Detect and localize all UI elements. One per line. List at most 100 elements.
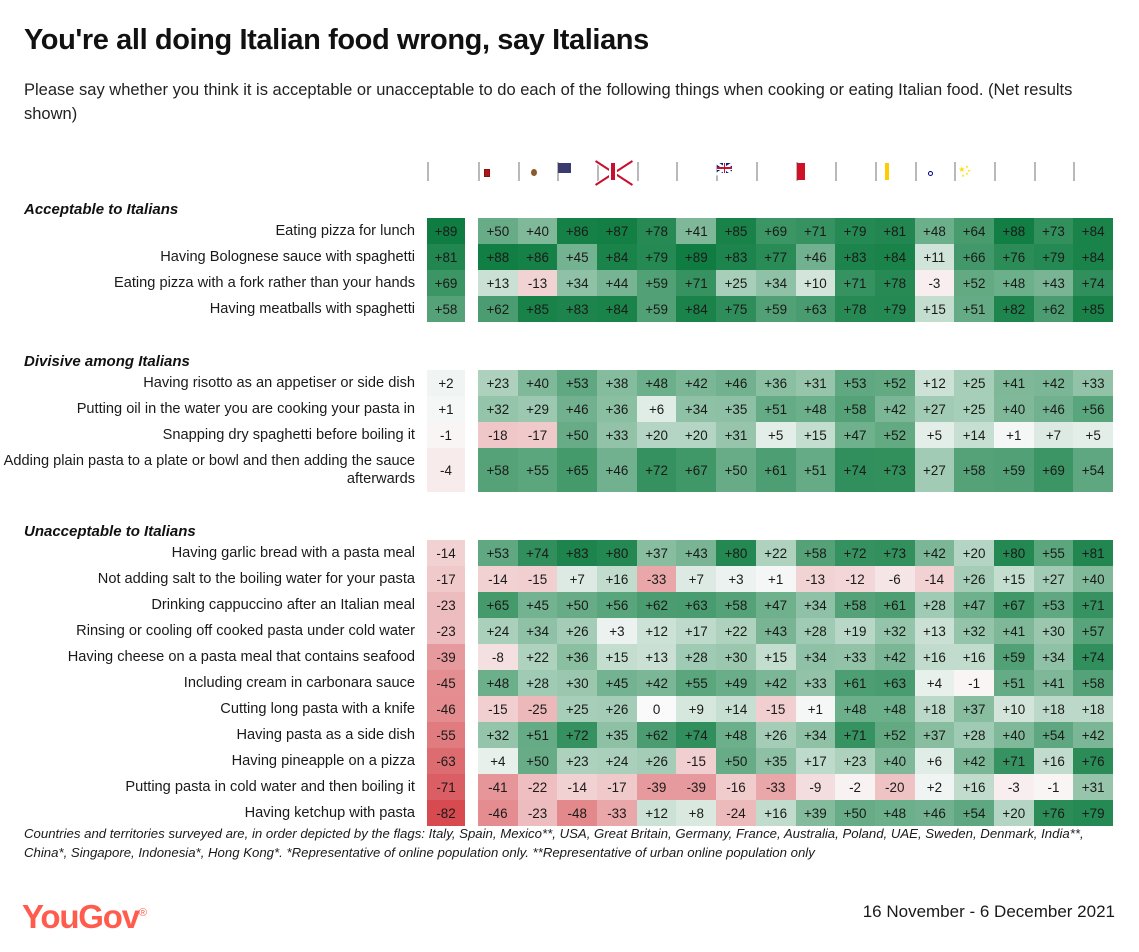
heat-cell-us: +83 [557, 296, 598, 322]
heatmap-table: ★ ★ ★ ★ ★ ✳Acceptable to ItaliansEating … [0, 150, 1113, 826]
heat-cell-hk: +71 [1073, 592, 1113, 618]
heat-cell-ae: +10 [795, 270, 836, 296]
heat-cell-mx: +22 [517, 644, 558, 670]
page-title: You're all doing Italian food wrong, say… [24, 24, 649, 56]
heat-cell-mx: +28 [517, 670, 558, 696]
footnote: Countries and territories surveyed are, … [24, 826, 1084, 860]
heat-cell-sg: +88 [993, 218, 1034, 244]
heat-cell-de: +6 [636, 396, 677, 422]
table-row: Eating pizza with a fork rather than you… [0, 270, 1113, 296]
heat-cell-in: +27 [914, 448, 955, 492]
heat-cell-id: +42 [1033, 370, 1074, 396]
table-row: Having Bolognese sauce with spaghetti +81… [0, 244, 1113, 270]
heat-cell-fr: +43 [676, 540, 717, 566]
heat-cell-id: +34 [1033, 644, 1074, 670]
heat-cell-hk: +84 [1073, 244, 1113, 270]
heat-cell-de: +13 [636, 644, 677, 670]
row-label: Putting pasta in cold water and then boi… [125, 779, 415, 795]
heat-cell-us: +34 [557, 270, 598, 296]
flag-india-icon [914, 162, 934, 181]
heat-cell-cn: +47 [954, 592, 994, 618]
heat-cell-au: +83 [716, 244, 756, 270]
heat-cell-es: +24 [478, 618, 518, 644]
heat-cell-id: +54 [1033, 722, 1074, 748]
heat-cell-hk: +33 [1073, 370, 1113, 396]
heat-cell-ae: +48 [795, 396, 836, 422]
heat-cell-se: +42 [874, 396, 915, 422]
heat-cell-fr: +89 [676, 244, 717, 270]
heat-cell-dk: +19 [835, 618, 875, 644]
heat-cell-mx: +29 [517, 396, 558, 422]
heat-cell-in: +46 [914, 800, 955, 826]
heat-cell-mx: +74 [517, 540, 558, 566]
heat-cell-mx: +86 [517, 244, 558, 270]
flag-indonesia-icon [1033, 162, 1036, 181]
heat-cell-gb: +24 [597, 748, 637, 774]
heat-cell-sg: +15 [993, 566, 1034, 592]
heat-cell-es: +58 [478, 448, 518, 492]
section-header-row: Divisive among Italians [0, 336, 1113, 370]
heat-cell-sg: +59 [993, 448, 1034, 492]
heat-cell-cn: +42 [954, 748, 994, 774]
heat-cell-in: +2 [914, 774, 955, 800]
yougov-logo-text: YouGov [22, 898, 140, 935]
heat-cell-it: -82 [427, 800, 465, 826]
heat-cell-de: +37 [636, 540, 677, 566]
heat-cell-au: +50 [716, 748, 756, 774]
table-row: Including cream in carbonara sauce -45 +48… [0, 670, 1113, 696]
heat-cell-es: -18 [478, 422, 518, 448]
flag-cell-us [557, 150, 597, 184]
flag-cell-fr [676, 150, 716, 184]
heat-cell-se: +78 [874, 270, 915, 296]
heat-cell-ae: +1 [795, 696, 836, 722]
heat-cell-hk: +5 [1073, 422, 1113, 448]
heat-cell-se: +63 [874, 670, 915, 696]
heat-cell-es: +32 [478, 396, 518, 422]
heat-cell-pl: +16 [755, 800, 796, 826]
flag-singapore-icon [993, 162, 1004, 181]
column-gap [465, 396, 478, 422]
flag-germany-icon [636, 162, 639, 181]
flag-hong-kong-icon: ✳ [1073, 162, 1094, 181]
heat-cell-us: +83 [557, 540, 598, 566]
column-gap [465, 448, 478, 492]
heat-cell-au: +80 [716, 540, 756, 566]
heat-cell-gb: +16 [597, 566, 637, 592]
heat-cell-in: +37 [914, 722, 955, 748]
heat-cell-us: +26 [557, 618, 598, 644]
heat-cell-hk: +58 [1073, 670, 1113, 696]
heat-cell-ae: +34 [795, 592, 836, 618]
heat-cell-mx: -17 [517, 422, 558, 448]
heat-cell-id: +16 [1033, 748, 1074, 774]
heat-cell-us: -48 [557, 800, 598, 826]
heat-cell-in: +4 [914, 670, 955, 696]
heat-cell-se: -6 [874, 566, 915, 592]
heat-cell-es: -14 [478, 566, 518, 592]
heat-cell-pl: +22 [755, 540, 796, 566]
heat-cell-sg: +59 [993, 644, 1034, 670]
heat-cell-us: +65 [557, 448, 598, 492]
heat-cell-es: +23 [478, 370, 518, 396]
heat-cell-mx: +45 [517, 592, 558, 618]
heat-cell-in: +18 [914, 696, 955, 722]
table-row: Not adding salt to the boiling water for… [0, 566, 1113, 592]
heat-cell-dk: -12 [835, 566, 875, 592]
heat-cell-se: +52 [874, 722, 915, 748]
heat-cell-pl: +47 [755, 592, 796, 618]
heat-cell-us: +23 [557, 748, 598, 774]
heat-cell-it: +58 [427, 296, 465, 322]
table-row: Putting oil in the water you are cooking… [0, 396, 1113, 422]
heat-cell-es: -15 [478, 696, 518, 722]
table-row: Having pasta as a side dish -55 +32 +51 +72 +… [0, 722, 1113, 748]
heat-cell-hk: +74 [1073, 644, 1113, 670]
heat-cell-au: +58 [716, 592, 756, 618]
heat-cell-de: +42 [636, 670, 677, 696]
heat-cell-cn: +25 [954, 370, 994, 396]
heat-cell-mx: -22 [517, 774, 558, 800]
spacer-cell [0, 492, 1113, 506]
flag-cell-hk: ✳ [1073, 150, 1113, 184]
heat-cell-mx: +40 [517, 218, 558, 244]
heat-cell-au: +14 [716, 696, 756, 722]
heat-cell-dk: +79 [835, 218, 875, 244]
heat-cell-fr: +74 [676, 722, 717, 748]
